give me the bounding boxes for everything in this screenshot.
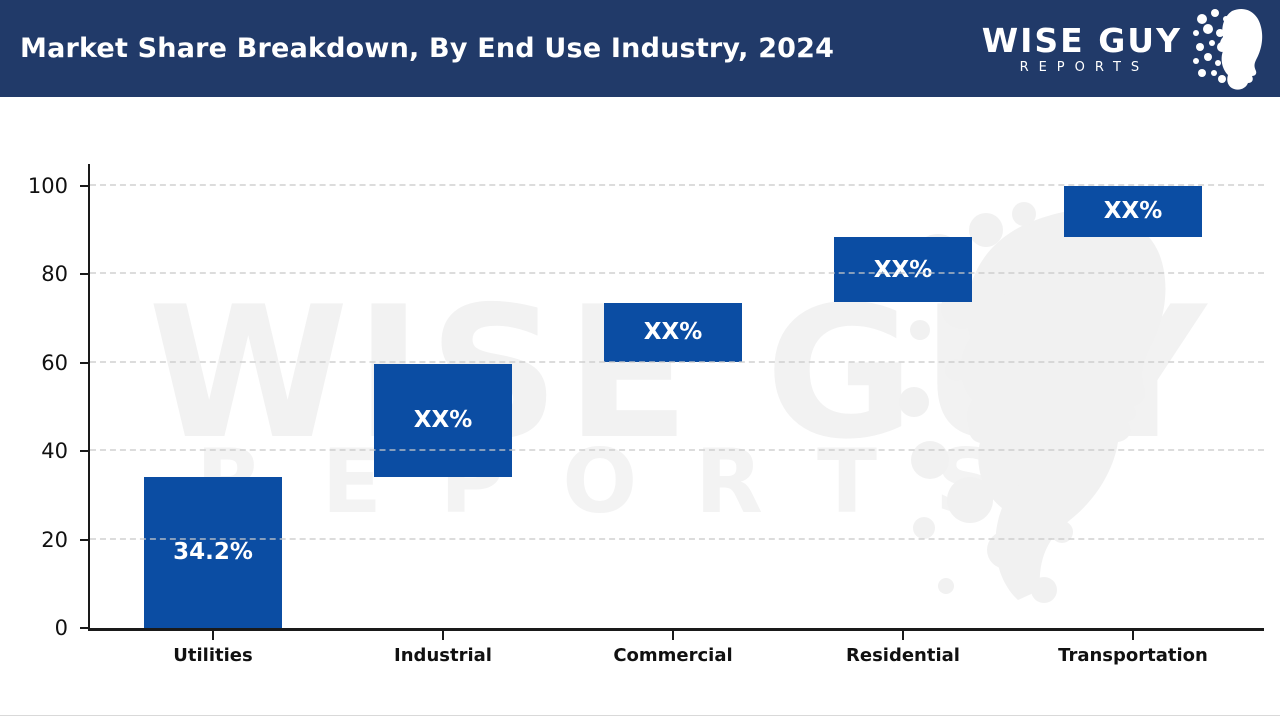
wise-guy-reports-logo: WISE GUY REPORTS xyxy=(982,5,1266,93)
y-tick-label-80: 80 xyxy=(41,262,68,287)
y-tick-mark-60 xyxy=(80,361,88,364)
x-category-label-transportation: Transportation xyxy=(1058,645,1208,666)
header-bar: Market Share Breakdown, By End Use Indus… xyxy=(0,0,1280,97)
y-tick-label-0: 0 xyxy=(54,616,68,640)
y-tick-mark-80 xyxy=(80,273,88,276)
bar-value-label: 34.2% xyxy=(173,539,253,566)
x-category-label-residential: Residential xyxy=(846,645,960,666)
bar-value-label: XX% xyxy=(1103,198,1163,225)
y-tick-label-60: 60 xyxy=(41,350,68,375)
gridline-y100 xyxy=(90,184,1264,186)
y-tick-label-100: 100 xyxy=(27,174,68,198)
watermark-text-line2: REPORTS xyxy=(196,430,1057,533)
x-tick-mark-residential xyxy=(902,631,904,640)
x-tick-mark-industrial xyxy=(442,631,444,640)
x-category-label-utilities: Utilities xyxy=(173,645,253,666)
bar-value-label: XX% xyxy=(413,407,473,434)
bottom-divider xyxy=(0,715,1280,716)
gridline-y80 xyxy=(90,272,1264,275)
bar-industrial: XX% xyxy=(374,363,512,477)
gridline-y60 xyxy=(90,360,1264,363)
x-tick-mark-commercial xyxy=(672,631,674,640)
x-category-label-commercial: Commercial xyxy=(613,645,733,666)
bar-utilities: 34.2% xyxy=(144,476,282,628)
logo-head-icon xyxy=(1193,8,1263,90)
logo-subtitle: REPORTS xyxy=(1019,59,1150,75)
y-tick-mark-20 xyxy=(80,538,88,541)
y-tick-mark-40 xyxy=(80,450,88,453)
chart-title: Market Share Breakdown, By End Use Indus… xyxy=(20,33,835,64)
bar-residential: XX% xyxy=(834,237,972,303)
plot-area: 0 20 40 60 80 100 34.2% XX% XX% XX% XX% Utilities In… xyxy=(28,164,1264,666)
x-category-label-industrial: Industrial xyxy=(394,645,492,666)
bar-transportation: XX% xyxy=(1064,186,1202,237)
gridline-y40 xyxy=(90,449,1264,452)
bar-commercial: XX% xyxy=(604,302,742,362)
x-tick-mark-utilities xyxy=(212,631,214,640)
bar-value-label: XX% xyxy=(873,256,933,283)
bar-value-label: XX% xyxy=(643,319,703,346)
y-tick-label-40: 40 xyxy=(41,439,68,464)
y-tick-mark-100 xyxy=(80,185,88,187)
x-tick-mark-transportation xyxy=(1132,631,1134,640)
y-tick-mark-0 xyxy=(80,627,88,629)
gridline-y20 xyxy=(90,537,1264,540)
y-tick-label-20: 20 xyxy=(41,527,68,552)
logo-wordmark: WISE GUY xyxy=(981,20,1182,60)
